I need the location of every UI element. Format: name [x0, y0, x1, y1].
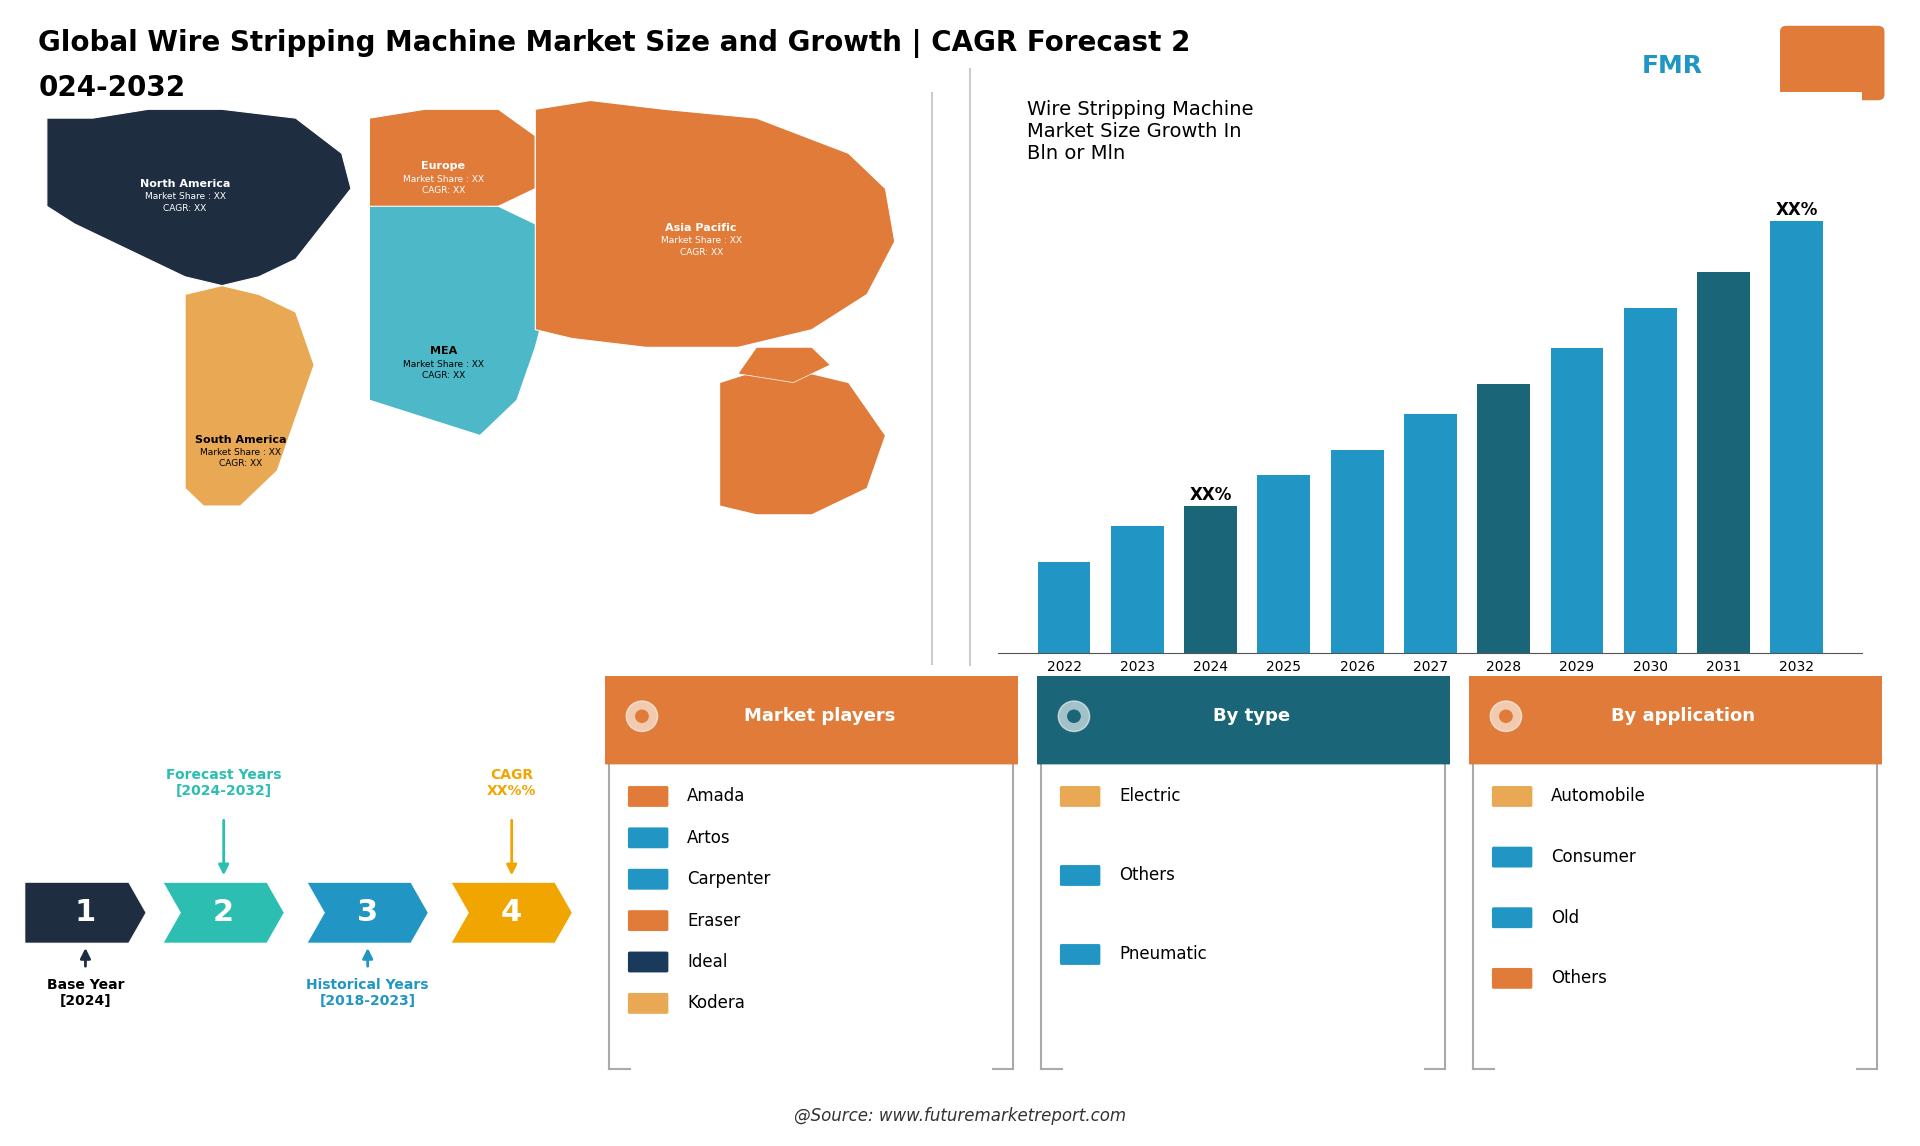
Polygon shape [737, 347, 829, 383]
Text: Pneumatic: Pneumatic [1119, 945, 1208, 964]
Text: CAGR: XX: CAGR: XX [219, 460, 261, 469]
Polygon shape [720, 364, 885, 515]
Text: Eraser: Eraser [687, 911, 741, 929]
Text: Amada: Amada [687, 787, 745, 806]
Text: 3: 3 [357, 898, 378, 927]
Polygon shape [536, 101, 895, 347]
Text: Market Share : XX: Market Share : XX [403, 174, 484, 183]
Text: Global Wire Stripping Machine Market Size and Growth | CAGR Forecast 2: Global Wire Stripping Machine Market Siz… [38, 29, 1190, 57]
Text: Consumer: Consumer [1551, 848, 1636, 866]
Text: Asia Pacific: Asia Pacific [666, 223, 737, 233]
FancyBboxPatch shape [628, 951, 668, 973]
Text: Market Share : XX: Market Share : XX [200, 448, 280, 457]
Text: 2: 2 [213, 898, 234, 927]
Text: XX%: XX% [1776, 202, 1818, 219]
Text: Europe: Europe [420, 162, 465, 171]
Text: Carpenter: Carpenter [687, 870, 770, 888]
FancyBboxPatch shape [1452, 668, 1899, 764]
Bar [1624, 307, 1676, 653]
FancyBboxPatch shape [1492, 847, 1532, 868]
Text: Kodera: Kodera [687, 995, 745, 1012]
FancyBboxPatch shape [588, 668, 1035, 764]
Circle shape [626, 701, 659, 731]
Text: Electric: Electric [1119, 787, 1181, 806]
FancyBboxPatch shape [1492, 786, 1532, 807]
Text: Historical Years
[2018-2023]: Historical Years [2018-2023] [307, 978, 428, 1007]
Text: Wire Stripping Machine
Market Size Growth In
Bln or Mln: Wire Stripping Machine Market Size Growt… [1027, 101, 1254, 164]
Circle shape [1500, 711, 1513, 722]
Text: XX%: XX% [1188, 486, 1233, 504]
Text: South America: South America [194, 434, 286, 445]
Text: Market Share : XX: Market Share : XX [660, 236, 741, 245]
Polygon shape [163, 882, 284, 943]
Polygon shape [46, 109, 351, 285]
Text: Others: Others [1551, 970, 1607, 988]
FancyBboxPatch shape [628, 910, 668, 931]
Text: CAGR: XX: CAGR: XX [422, 186, 465, 195]
FancyBboxPatch shape [1060, 786, 1100, 807]
Polygon shape [451, 882, 572, 943]
FancyBboxPatch shape [628, 869, 668, 889]
Polygon shape [369, 206, 553, 435]
FancyBboxPatch shape [1060, 944, 1100, 965]
Text: Old: Old [1551, 909, 1580, 927]
Bar [1185, 505, 1236, 653]
FancyBboxPatch shape [628, 992, 668, 1014]
Circle shape [1490, 701, 1523, 731]
Text: Ideal: Ideal [687, 953, 728, 971]
Text: Others: Others [1119, 866, 1175, 885]
Bar [1331, 450, 1384, 653]
Polygon shape [307, 882, 428, 943]
Bar [1770, 221, 1824, 653]
Text: FUTURE MARKET REPORT: FUTURE MARKET REPORT [1603, 104, 1741, 113]
Bar [1476, 384, 1530, 653]
Bar [1697, 272, 1749, 653]
FancyBboxPatch shape [1780, 26, 1885, 101]
Text: By type: By type [1213, 707, 1290, 725]
Bar [1112, 526, 1164, 653]
Bar [1404, 415, 1457, 653]
Text: 4: 4 [501, 898, 522, 927]
Text: Forecast Years
[2024-2032]: Forecast Years [2024-2032] [165, 768, 282, 798]
Circle shape [636, 711, 649, 722]
Bar [1037, 562, 1091, 653]
Text: Base Year
[2024]: Base Year [2024] [46, 978, 125, 1007]
FancyBboxPatch shape [628, 786, 668, 807]
Text: MEA: MEA [430, 346, 457, 356]
Text: North America: North America [140, 179, 230, 189]
Text: Artos: Artos [687, 829, 732, 847]
FancyBboxPatch shape [1020, 668, 1467, 764]
Polygon shape [184, 285, 315, 507]
Text: Market Share : XX: Market Share : XX [144, 193, 225, 202]
FancyBboxPatch shape [1060, 865, 1100, 886]
Text: CAGR: XX: CAGR: XX [680, 248, 722, 257]
Polygon shape [25, 882, 146, 943]
Text: @Source: www.futuremarketreport.com: @Source: www.futuremarketreport.com [795, 1107, 1125, 1125]
Circle shape [1068, 711, 1081, 722]
Bar [1258, 476, 1309, 653]
FancyBboxPatch shape [1492, 968, 1532, 989]
Text: 024-2032: 024-2032 [38, 74, 186, 102]
FancyBboxPatch shape [628, 827, 668, 848]
Text: 1: 1 [75, 898, 96, 927]
Text: FMR: FMR [1642, 54, 1703, 78]
Text: By application: By application [1611, 707, 1755, 725]
Bar [1551, 348, 1603, 653]
Text: Market players: Market players [743, 707, 895, 725]
Polygon shape [369, 109, 536, 215]
Text: Automobile: Automobile [1551, 787, 1645, 806]
Text: CAGR: XX: CAGR: XX [422, 371, 465, 380]
Text: Market Share : XX: Market Share : XX [403, 360, 484, 369]
FancyBboxPatch shape [1492, 908, 1532, 928]
Text: CAGR
XX%%: CAGR XX%% [488, 768, 536, 798]
Circle shape [1058, 701, 1091, 731]
Text: CAGR: XX: CAGR: XX [163, 204, 207, 213]
